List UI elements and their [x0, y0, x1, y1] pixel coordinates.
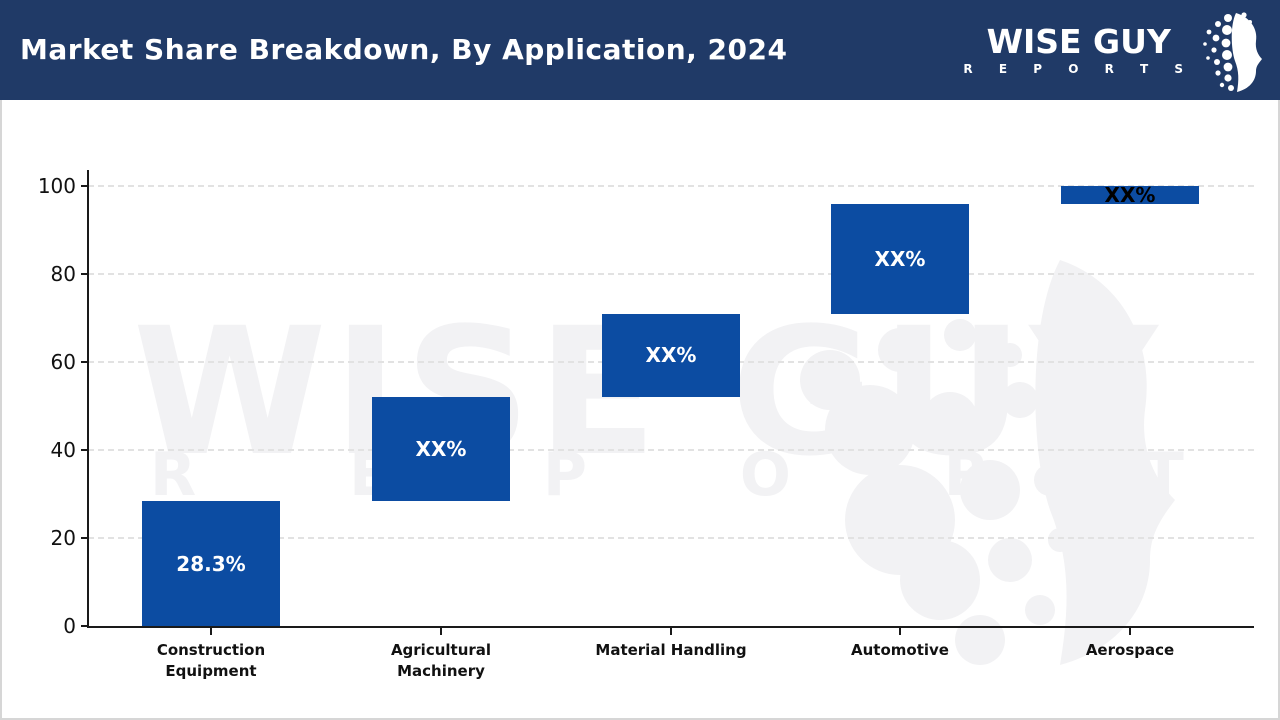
bar-value-label-construction-equipment: 28.3% [176, 551, 246, 576]
brand-logo: WISE GUY R E P O R T S [963, 8, 1262, 94]
y-tick-label-80: 80 [50, 262, 76, 286]
x-tick-agricultural-machinery [440, 628, 442, 635]
y-tick-label-40: 40 [50, 438, 76, 462]
logo-wordmark: WISE GUY [986, 22, 1171, 61]
y-tick-20 [81, 537, 88, 539]
x-tick-automotive [899, 628, 901, 635]
y-tick-label-60: 60 [50, 350, 76, 374]
y-axis [87, 170, 89, 627]
frame-border-bottom [0, 718, 1280, 720]
gridline-100 [88, 185, 1254, 187]
bar-construction-equipment: 28.3% [142, 501, 280, 626]
gridline-80 [88, 273, 1254, 275]
chart-title: Market Share Breakdown, By Application, … [20, 33, 788, 66]
bar-agricultural-machinery: XX% [372, 397, 510, 502]
x-axis-label-automotive: Automotive [851, 641, 949, 659]
bar-aerospace: XX% [1061, 182, 1199, 207]
y-tick-label-100: 100 [37, 174, 76, 198]
frame-border-left [0, 100, 2, 720]
logo-subtitle: R E P O R T S [963, 62, 1194, 76]
bar-value-label-material-handling: XX% [645, 343, 697, 368]
logo-face-icon [1203, 12, 1262, 92]
bar-value-label-agricultural-machinery: XX% [415, 437, 467, 462]
watermark-face [800, 260, 1175, 665]
y-tick-label-20: 20 [50, 526, 76, 550]
x-tick-material-handling [670, 628, 672, 635]
header-bar: Market Share Breakdown, By Application, … [0, 0, 1280, 100]
y-tick-80 [81, 273, 88, 275]
x-axis-label-aerospace: Aerospace [1085, 641, 1175, 659]
logo-wordmark-block: WISE GUY R E P O R T S [963, 22, 1194, 77]
gridline-40 [88, 449, 1254, 451]
y-tick-100 [81, 185, 88, 187]
bar-material-handling: XX% [602, 313, 740, 398]
y-tick-0 [81, 625, 88, 627]
y-tick-60 [81, 361, 88, 363]
bar-automotive: XX% [831, 203, 969, 314]
frame-border-right [1278, 100, 1280, 720]
x-axis-label-agricultural-machinery: Agricultural Machinery [390, 641, 492, 680]
bar-value-label-aerospace: XX% [1104, 182, 1156, 207]
x-axis-label-construction-equipment: Construction Equipment [156, 641, 266, 680]
x-tick-aerospace [1129, 628, 1131, 635]
x-axis [87, 626, 1254, 628]
gridline-20 [88, 537, 1254, 539]
x-tick-construction-equipment [210, 628, 212, 635]
x-axis-label-material-handling: Material Handling [595, 641, 747, 659]
y-tick-label-0: 0 [63, 614, 76, 638]
y-tick-40 [81, 449, 88, 451]
bar-value-label-automotive: XX% [874, 246, 926, 271]
